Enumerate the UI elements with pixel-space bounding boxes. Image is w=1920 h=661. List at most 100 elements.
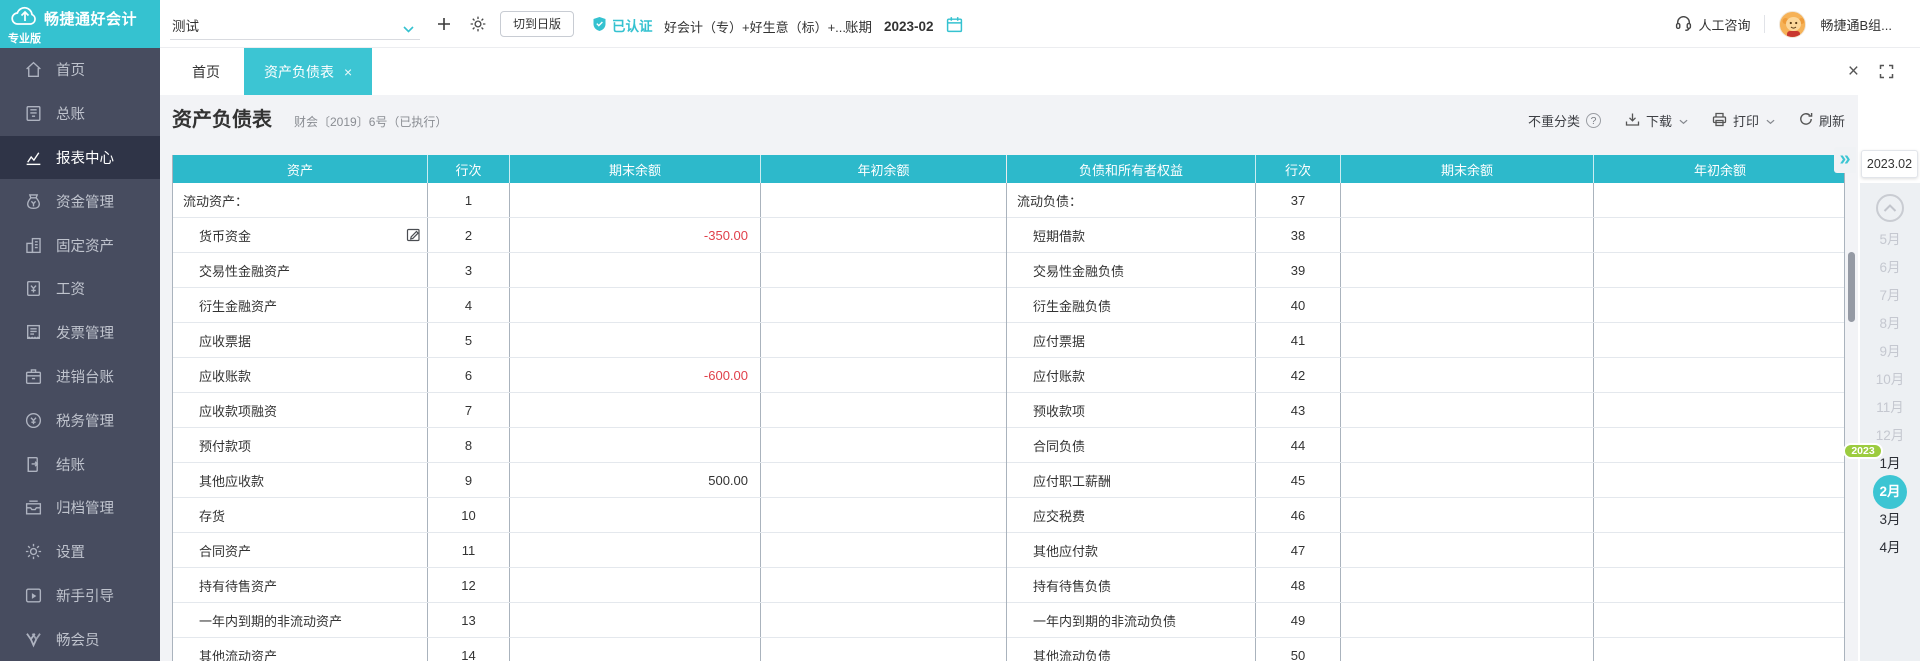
sidebar-item-closing[interactable]: 结账 xyxy=(0,442,160,486)
user-name[interactable]: 畅捷通B组... xyxy=(1820,17,1892,33)
beginning-balance-cell[interactable] xyxy=(760,568,1006,602)
tab-home[interactable]: 首页 xyxy=(180,48,232,95)
question-circle-icon[interactable]: ? xyxy=(1586,113,1602,128)
beginning-balance-cell[interactable] xyxy=(1593,463,1844,497)
beginning-balance-cell[interactable] xyxy=(760,533,1006,567)
ending-balance-cell[interactable] xyxy=(1340,533,1593,567)
ending-balance-cell[interactable] xyxy=(509,253,760,287)
sidebar-item-purchase-sales[interactable]: 进销台账 xyxy=(0,355,160,399)
beginning-balance-cell[interactable] xyxy=(760,638,1006,661)
beginning-balance-cell[interactable] xyxy=(1593,568,1844,602)
ending-balance-cell[interactable] xyxy=(509,533,760,567)
beginning-balance-cell[interactable] xyxy=(760,428,1006,462)
certified-badge[interactable]: 已认证 xyxy=(592,15,653,35)
beginning-balance-cell[interactable] xyxy=(760,393,1006,427)
ending-balance-cell[interactable] xyxy=(1340,218,1593,252)
sidebar-item-fixed-assets[interactable]: 固定资产 xyxy=(0,223,160,267)
beginning-balance-cell[interactable] xyxy=(1593,218,1844,252)
beginning-balance-cell[interactable] xyxy=(1593,393,1844,427)
settings-gear-icon[interactable] xyxy=(469,15,487,38)
sidebar-item-tax[interactable]: 税务管理 xyxy=(0,398,160,442)
sidebar-item-salary[interactable]: 工资 xyxy=(0,267,160,311)
close-tab-icon[interactable]: × xyxy=(344,63,353,80)
ending-balance-cell[interactable]: 500.00 xyxy=(509,463,760,497)
beginning-balance-cell[interactable] xyxy=(1593,288,1844,322)
ending-balance-cell[interactable] xyxy=(1340,498,1593,532)
beginning-balance-cell[interactable] xyxy=(760,253,1006,287)
ending-balance-cell[interactable] xyxy=(509,428,760,462)
beginning-balance-cell[interactable] xyxy=(760,288,1006,322)
ending-balance-cell[interactable] xyxy=(1340,638,1593,661)
beginning-balance-cell[interactable] xyxy=(1593,498,1844,532)
print-button[interactable]: 打印 xyxy=(1712,111,1775,130)
month-item-1月[interactable]: 1月 xyxy=(1879,456,1901,471)
beginning-balance-cell[interactable] xyxy=(760,218,1006,252)
period-value[interactable]: 2023-02 xyxy=(884,18,934,34)
refresh-button[interactable]: 刷新 xyxy=(1799,111,1845,130)
account-set-select[interactable]: 测试 xyxy=(170,6,420,40)
sidebar-item-home[interactable]: 首页 xyxy=(0,48,160,92)
beginning-balance-cell[interactable] xyxy=(1593,638,1844,661)
beginning-balance-cell[interactable] xyxy=(760,183,1006,217)
sidebar-item-general-ledger[interactable]: 总账 xyxy=(0,92,160,136)
ending-balance-cell[interactable] xyxy=(1340,288,1593,322)
ending-balance-cell[interactable] xyxy=(509,393,760,427)
ending-balance-cell[interactable]: -350.00 xyxy=(509,218,760,252)
ending-balance-cell[interactable] xyxy=(1340,253,1593,287)
ending-balance-cell[interactable] xyxy=(1340,323,1593,357)
ending-balance-cell[interactable] xyxy=(509,638,760,661)
add-account-set-button[interactable] xyxy=(436,16,452,37)
ending-balance-cell[interactable] xyxy=(1340,428,1593,462)
ending-balance-cell[interactable] xyxy=(509,568,760,602)
beginning-balance-cell[interactable] xyxy=(760,603,1006,637)
switch-old-version-button[interactable]: 切到日版 xyxy=(500,11,575,37)
current-period-box[interactable]: 2023.02 xyxy=(1861,150,1918,178)
collapse-panel-button[interactable]: » xyxy=(1834,147,1856,173)
beginning-balance-cell[interactable] xyxy=(760,463,1006,497)
edit-cell-icon[interactable] xyxy=(406,227,421,242)
ending-balance-cell[interactable] xyxy=(1340,358,1593,392)
ending-balance-cell[interactable] xyxy=(509,498,760,532)
ending-balance-cell[interactable] xyxy=(1340,463,1593,497)
beginning-balance-cell[interactable] xyxy=(1593,533,1844,567)
ending-balance-cell[interactable]: -600.00 xyxy=(509,358,760,392)
beginning-balance-cell[interactable] xyxy=(1593,183,1844,217)
ending-balance-cell[interactable] xyxy=(1340,603,1593,637)
classification-toggle[interactable]: 不重分类 ? xyxy=(1528,111,1602,130)
sidebar-item-member[interactable]: 畅会员 xyxy=(0,617,160,661)
fullscreen-icon[interactable] xyxy=(1879,64,1894,79)
ending-balance-cell[interactable] xyxy=(509,323,760,357)
avatar[interactable] xyxy=(1779,10,1807,38)
sidebar-item-guide[interactable]: 新手引导 xyxy=(0,574,160,618)
beginning-balance-cell[interactable] xyxy=(1593,323,1844,357)
beginning-balance-cell[interactable] xyxy=(1593,428,1844,462)
support-link[interactable]: 人工咨询 xyxy=(1675,14,1750,34)
vertical-scrollbar[interactable] xyxy=(1848,252,1855,322)
beginning-balance-cell[interactable] xyxy=(1593,358,1844,392)
ending-balance-cell[interactable] xyxy=(1340,393,1593,427)
liability-name-cell: 衍生金融负债 xyxy=(1033,298,1112,314)
download-button[interactable]: 下载 xyxy=(1625,111,1688,130)
beginning-balance-cell[interactable] xyxy=(760,323,1006,357)
beginning-balance-cell[interactable] xyxy=(1593,603,1844,637)
ending-balance-cell[interactable] xyxy=(509,603,760,637)
month-item-4月[interactable]: 4月 xyxy=(1879,540,1901,555)
sidebar-item-settings[interactable]: 设置 xyxy=(0,530,160,574)
sidebar-item-funds[interactable]: 资金管理 xyxy=(0,179,160,223)
sidebar-item-archive[interactable]: 归档管理 xyxy=(0,486,160,530)
calendar-icon[interactable] xyxy=(946,16,963,36)
chevron-up-icon[interactable] xyxy=(1876,194,1904,222)
beginning-balance-cell[interactable] xyxy=(1593,253,1844,287)
beginning-balance-cell[interactable] xyxy=(760,498,1006,532)
sidebar-item-invoice[interactable]: 发票管理 xyxy=(0,311,160,355)
month-item-2月[interactable]: 2月 xyxy=(1873,475,1907,509)
sidebar-item-report-center[interactable]: 报表中心 xyxy=(0,135,160,180)
ending-balance-cell[interactable] xyxy=(1340,568,1593,602)
month-item-3月[interactable]: 3月 xyxy=(1879,512,1901,527)
ending-balance-cell[interactable] xyxy=(1340,183,1593,217)
ending-balance-cell[interactable] xyxy=(509,288,760,322)
ending-balance-cell[interactable] xyxy=(509,183,760,217)
beginning-balance-cell[interactable] xyxy=(760,358,1006,392)
tab-balance-sheet[interactable]: 资产负债表 × xyxy=(244,48,373,95)
close-all-tabs-icon[interactable]: × xyxy=(1847,61,1859,82)
